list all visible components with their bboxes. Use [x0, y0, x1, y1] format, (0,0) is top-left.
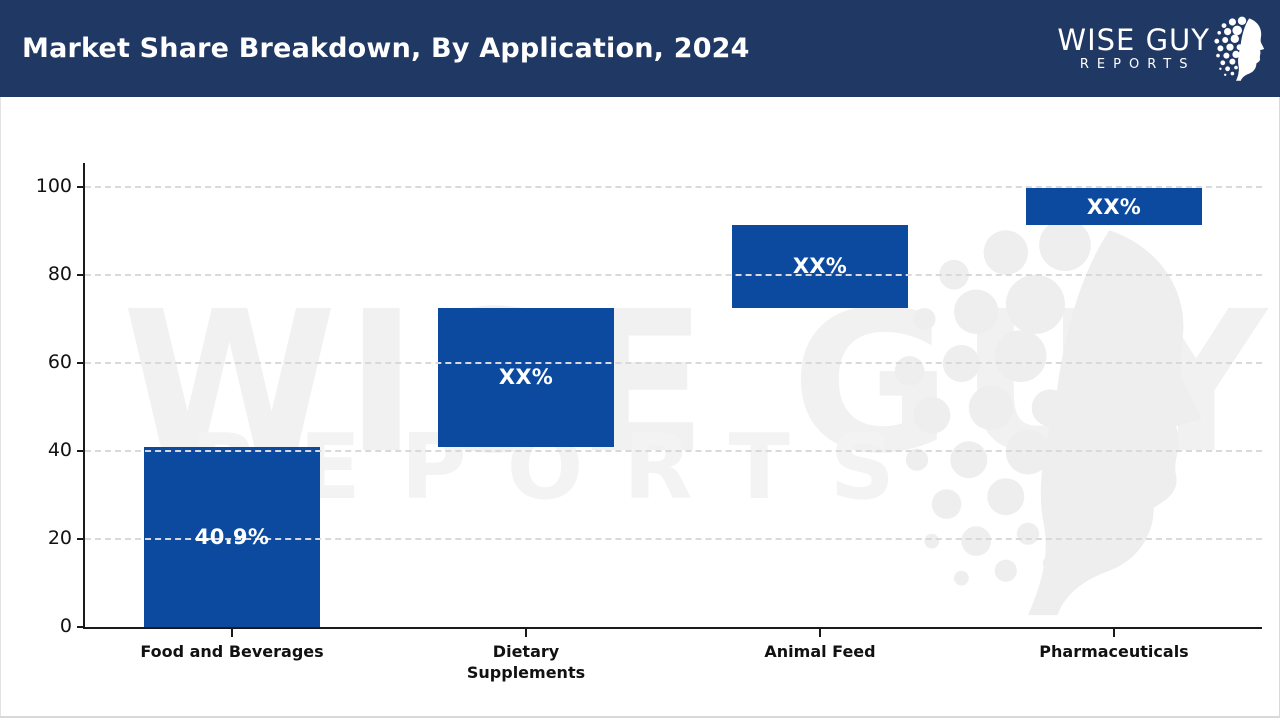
y-axis-line: [83, 163, 85, 629]
plot-area: 0 20 40 60 80 100 40.9% XX% XX% XX% Food and Bever…: [0, 97, 1280, 717]
bar-segment: [438, 307, 614, 448]
x-tick: [231, 629, 233, 637]
x-category-label: Pharmaceuticals: [1039, 642, 1189, 661]
brand-logo: WISE GUY REPORTS: [1057, 11, 1272, 87]
y-tick-label: 60: [47, 351, 72, 373]
chart-area: WISE GUY REPORTS 0 20 40 60 80 100 40.9% XX% XX%…: [0, 97, 1280, 717]
x-tick: [525, 629, 527, 637]
gridline: [85, 362, 1262, 364]
bar-segment: [144, 447, 320, 627]
head-silhouette-icon: [1214, 16, 1265, 81]
page-bottom-rule: [0, 716, 1280, 718]
gridline: [85, 538, 1262, 540]
y-tick: [77, 186, 85, 188]
y-tick: [77, 626, 85, 628]
x-tick: [1113, 629, 1115, 637]
brand-name: WISE GUY: [1057, 22, 1210, 57]
x-category-label: Food and Beverages: [140, 642, 324, 661]
y-tick-label: 20: [47, 527, 72, 549]
y-tick: [77, 538, 85, 540]
brand-subname: REPORTS: [1079, 57, 1196, 73]
gridline: [85, 450, 1262, 452]
y-tick-label: 0: [59, 615, 72, 637]
y-tick: [77, 450, 85, 452]
bar-value-label: XX%: [498, 365, 554, 390]
bar-segment: [1026, 188, 1202, 226]
y-tick-label: 100: [35, 175, 72, 197]
y-tick-label: 80: [47, 263, 72, 285]
x-category-label: Animal Feed: [764, 642, 876, 661]
gridline: [85, 186, 1262, 188]
chart-title: Market Share Breakdown, By Application, …: [22, 33, 750, 64]
bar-value-label: XX%: [1086, 194, 1142, 219]
bar-segment: [732, 225, 908, 308]
bar-value-label: XX%: [792, 254, 848, 279]
x-axis-line: [83, 627, 1262, 629]
x-category-label: Dietary Supplements: [466, 642, 586, 683]
gridline: [85, 274, 1262, 276]
page-left-edge: [0, 97, 1, 717]
bar-value-label: 40.9%: [194, 525, 270, 550]
y-tick: [77, 362, 85, 364]
header: Market Share Breakdown, By Application, …: [0, 0, 1280, 97]
x-tick: [819, 629, 821, 637]
y-tick-label: 40: [47, 439, 72, 461]
y-tick: [77, 274, 85, 276]
brand-logo-text: WISE GUY REPORTS: [1057, 22, 1210, 73]
